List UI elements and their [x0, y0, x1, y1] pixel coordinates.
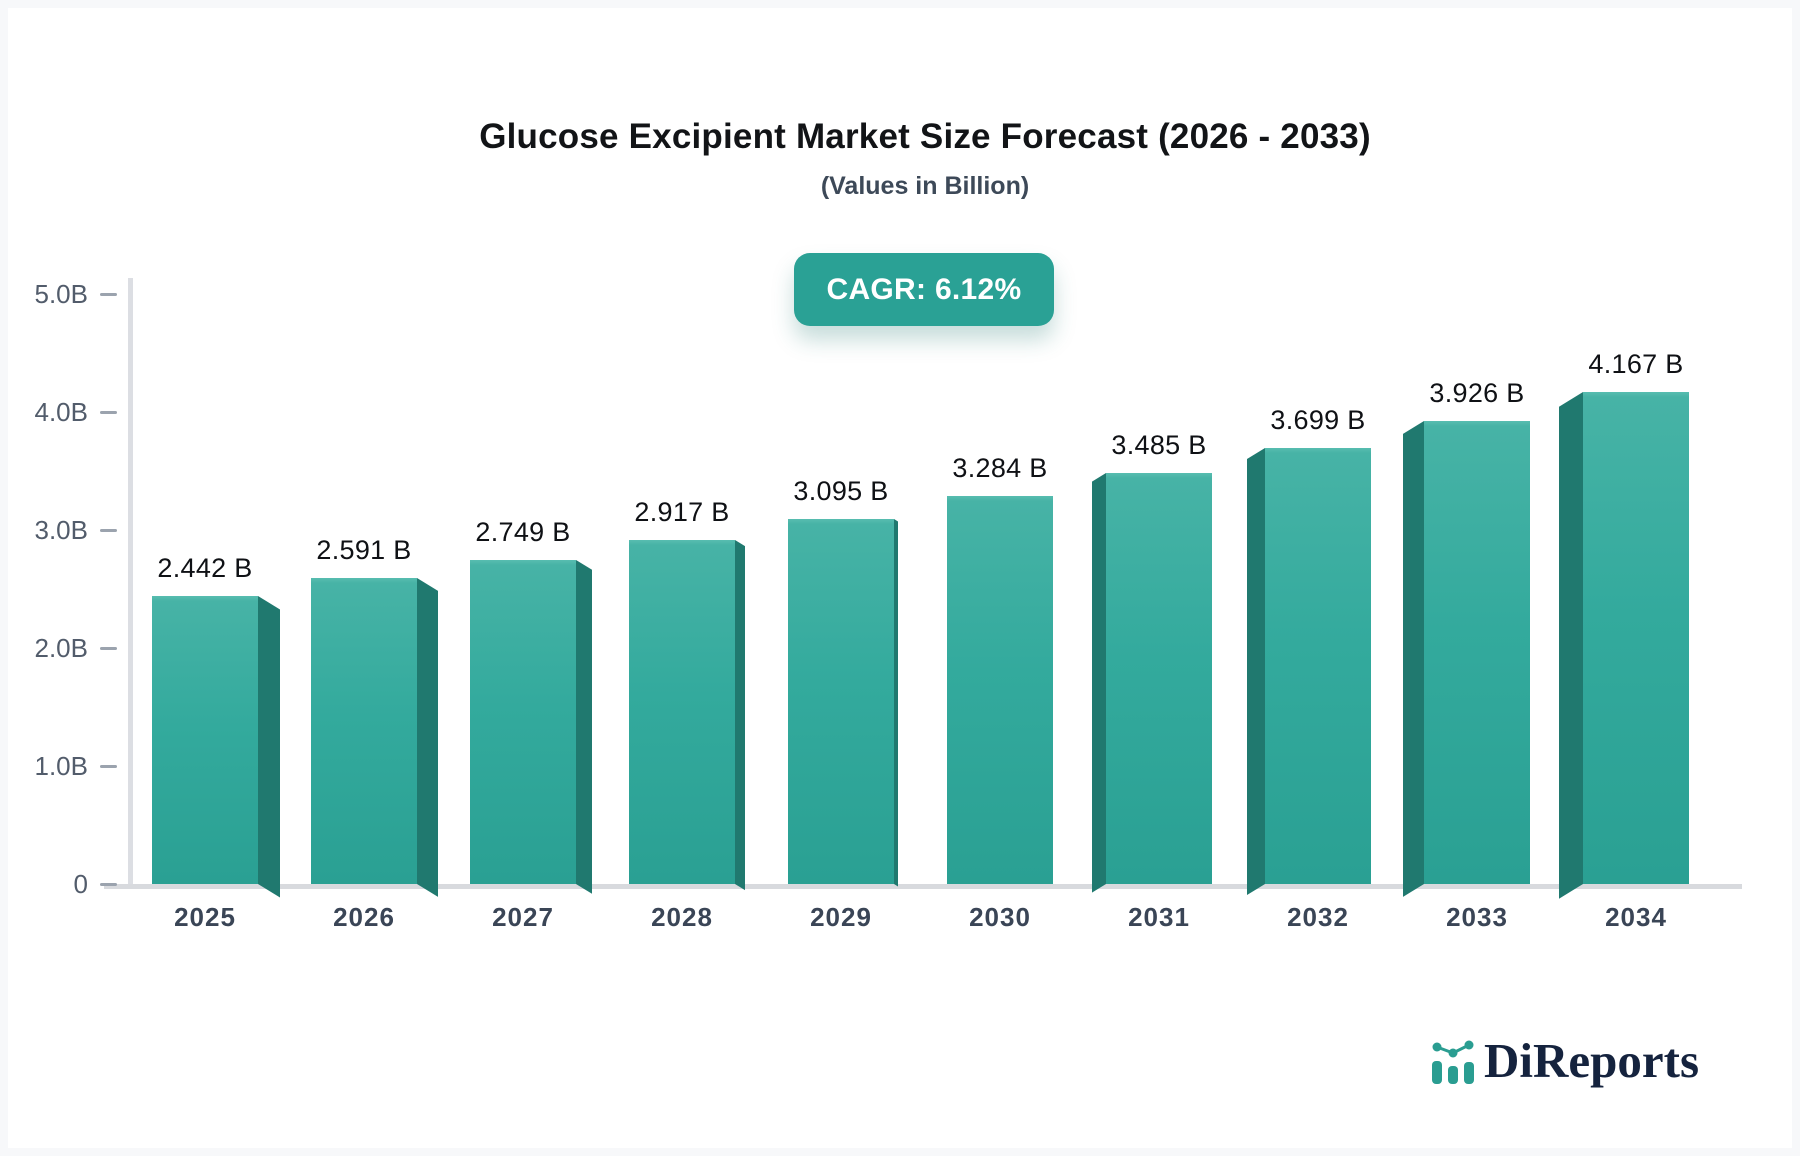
- bar-side-face: [1092, 473, 1106, 893]
- bar-value-label: 3.284 B: [952, 453, 1048, 483]
- bar-value-label: 3.485 B: [1111, 430, 1207, 460]
- bar-front-face: [311, 578, 417, 884]
- bar-side-face: [1403, 421, 1424, 897]
- y-axis-line: [128, 278, 133, 884]
- bar-2029: [788, 519, 898, 887]
- bar-value-label: 3.926 B: [1429, 378, 1525, 408]
- bar-front-face: [1106, 473, 1212, 884]
- y-axis-tick-mark: [100, 647, 117, 650]
- x-axis-label: 2027: [492, 902, 554, 932]
- bar-front-face: [1424, 421, 1530, 884]
- y-axis-tick-label: 2.0B: [34, 633, 89, 663]
- x-axis-baseline: [104, 884, 1742, 889]
- bar-value-label: 2.591 B: [316, 535, 412, 565]
- page-subtitle: (Values in Billion): [820, 172, 1030, 200]
- y-axis-tick-label: 1.0B: [34, 751, 89, 781]
- bar-side-face: [735, 540, 745, 891]
- bar-side-face: [576, 560, 592, 894]
- bar-front-face: [788, 519, 894, 884]
- x-axis-label: 2029: [810, 902, 872, 932]
- bar-front-face: [629, 540, 735, 884]
- bar-2034: [1559, 392, 1689, 899]
- bar-front-face: [470, 560, 576, 884]
- bar-front-face: [1265, 448, 1371, 884]
- y-axis-tick-label: 5.0B: [34, 279, 89, 309]
- bar-2031: [1092, 473, 1212, 893]
- y-axis-tick-mark: [100, 293, 117, 296]
- bar-side-face: [258, 596, 280, 898]
- bar-2025: [152, 596, 280, 898]
- bar-front-face: [1583, 392, 1689, 884]
- bar-side-face: [417, 578, 438, 897]
- y-axis-tick-label: 3.0B: [34, 515, 89, 545]
- bar-side-face: [1247, 448, 1265, 896]
- direports-logo-icon: [1430, 1038, 1476, 1084]
- y-axis-tick-mark: [100, 529, 117, 532]
- bar-2027: [470, 560, 592, 894]
- brand-logo: DiReports: [1430, 1033, 1700, 1088]
- x-axis-label: 2025: [174, 902, 236, 932]
- x-axis-label: 2032: [1287, 902, 1349, 932]
- x-axis-label: 2026: [333, 902, 395, 932]
- bar-2028: [629, 540, 745, 891]
- bar-value-label: 4.167 B: [1588, 349, 1684, 379]
- x-axis-label: 2031: [1128, 902, 1190, 932]
- y-axis-tick-mark: [100, 883, 117, 886]
- bar-2033: [1403, 421, 1530, 897]
- bar-front-face: [947, 496, 1053, 884]
- y-axis-tick-label: 0: [73, 869, 88, 899]
- bar-front-face: [152, 596, 258, 884]
- bar-2032: [1247, 448, 1371, 896]
- bar-value-label: 3.095 B: [793, 476, 889, 506]
- brand-wordmark: DiReports: [1484, 1033, 1700, 1088]
- bar-2026: [311, 578, 438, 897]
- x-axis-label: 2030: [969, 902, 1031, 932]
- bar-side-face: [894, 519, 898, 887]
- bar-value-label: 2.442 B: [157, 553, 253, 583]
- bar-side-face: [1559, 392, 1583, 899]
- bar-value-label: 3.699 B: [1270, 405, 1366, 435]
- y-axis-tick-mark: [100, 765, 117, 768]
- bar-2030: [947, 496, 1053, 884]
- y-axis-tick-label: 4.0B: [34, 397, 89, 427]
- cagr-badge: CAGR: 6.12%: [794, 253, 1054, 326]
- bar-value-label: 2.917 B: [634, 497, 730, 527]
- page-title: Glucose Excipient Market Size Forecast (…: [479, 117, 1371, 156]
- y-axis-tick-mark: [100, 411, 117, 414]
- x-axis-label: 2033: [1446, 902, 1508, 932]
- x-axis-label: 2034: [1605, 902, 1667, 932]
- x-axis-label: 2028: [651, 902, 713, 932]
- bar-value-label: 2.749 B: [475, 517, 571, 547]
